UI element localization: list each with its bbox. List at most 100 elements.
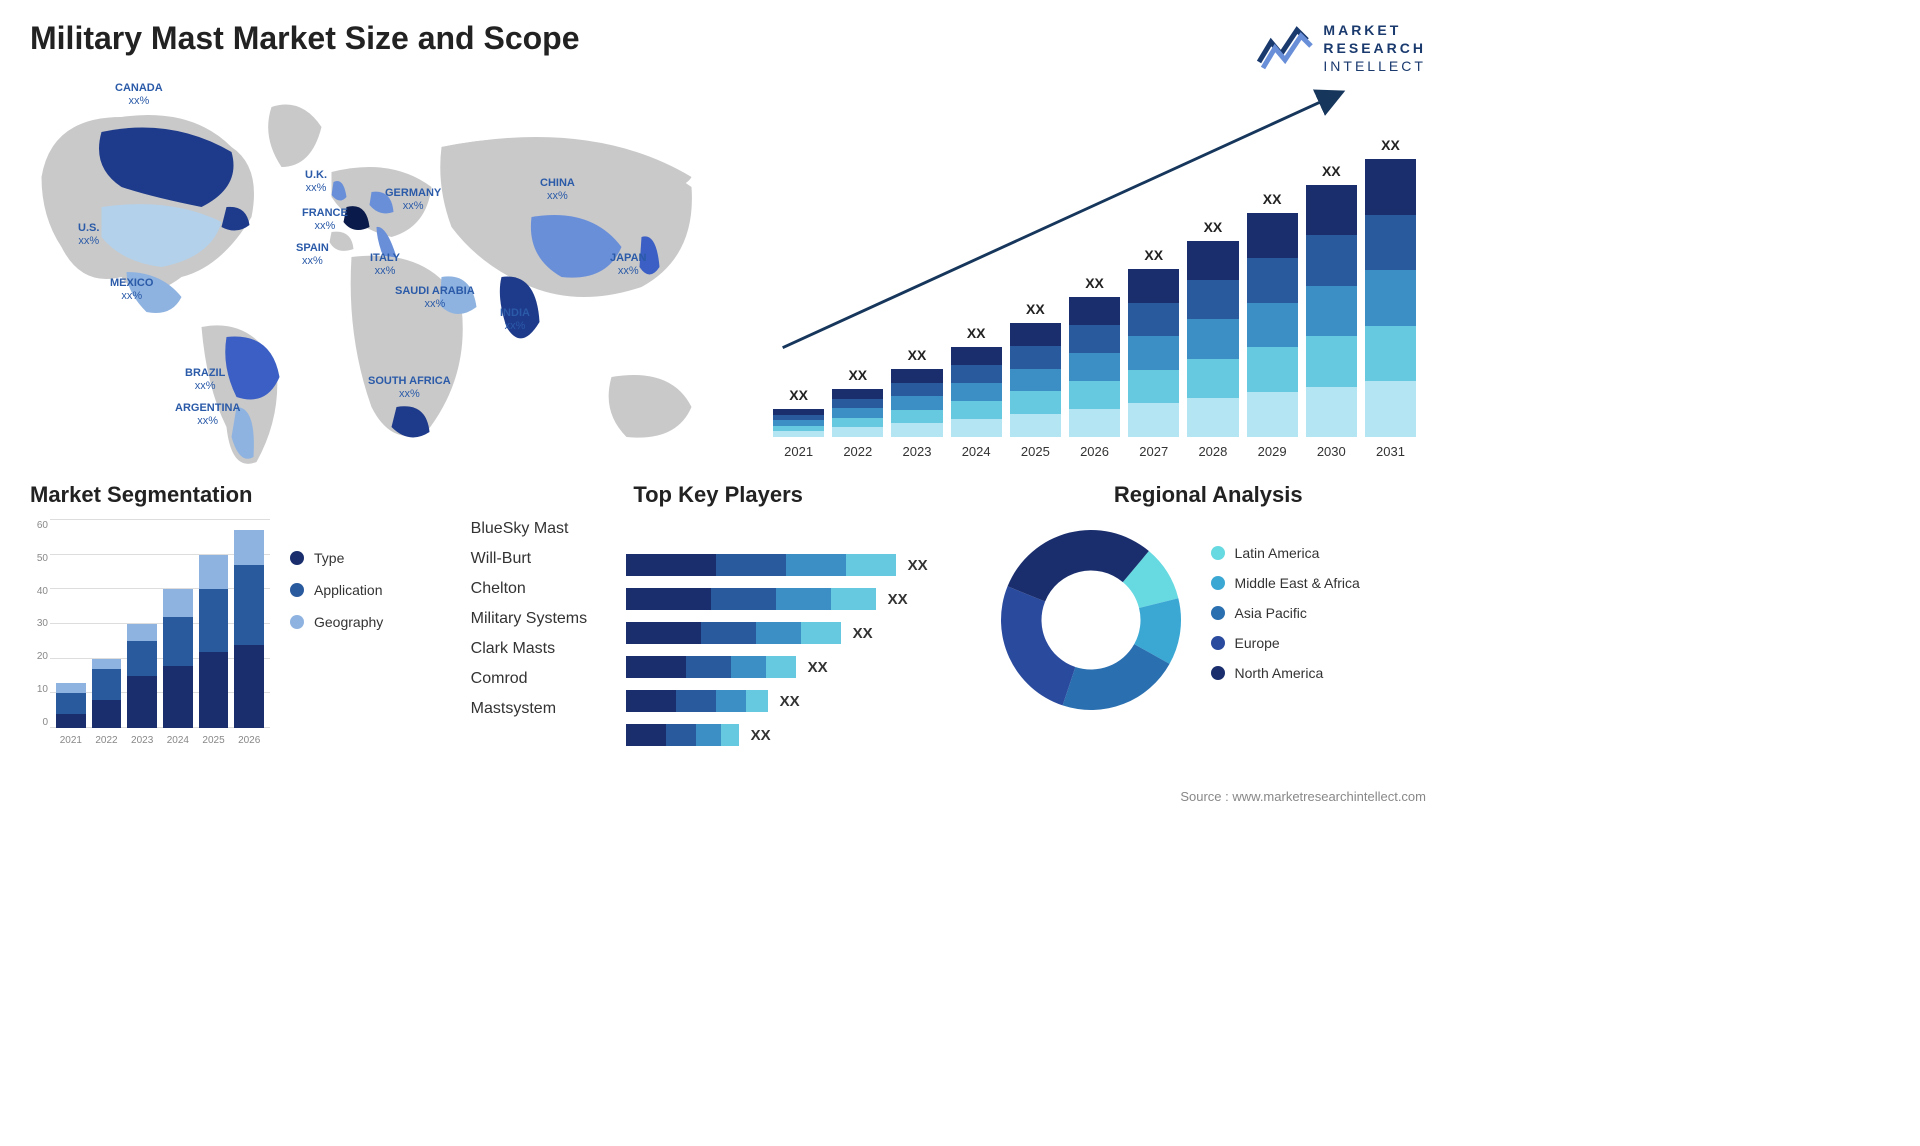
- seg-bar: 2021: [56, 683, 86, 728]
- seg-bar: 2024: [163, 589, 193, 728]
- legend-label: Europe: [1235, 635, 1280, 651]
- map-country-label: CANADAxx%: [115, 82, 163, 108]
- legend-label: Geography: [314, 614, 383, 630]
- player-name: Military Systems: [471, 610, 611, 628]
- growth-bar-year: 2021: [784, 444, 813, 459]
- seg-ytick: 10: [24, 684, 48, 695]
- regional-title: Regional Analysis: [991, 482, 1426, 508]
- legend-dot-icon: [290, 583, 304, 597]
- legend-dot-icon: [290, 551, 304, 565]
- seg-bar-year: 2026: [238, 735, 260, 746]
- logo-text: MARKET RESEARCH INTELLECT: [1323, 21, 1426, 76]
- growth-bar-year: 2023: [903, 444, 932, 459]
- growth-bar-value: XX: [1085, 275, 1104, 291]
- seg-bar-year: 2023: [131, 735, 153, 746]
- map-country-label: U.S.xx%: [78, 222, 99, 248]
- seg-legend-item: Geography: [290, 614, 383, 630]
- regional-legend: Latin America Middle East & Africa Asia Pa…: [1211, 545, 1360, 695]
- growth-bar-value: XX: [1026, 301, 1045, 317]
- growth-bar: 2021XX: [773, 409, 824, 437]
- player-name: Clark Masts: [471, 640, 611, 658]
- regional-legend-item: North America: [1211, 665, 1360, 681]
- donut-slice: [1007, 530, 1148, 601]
- player-name: Will-Burt: [471, 550, 611, 568]
- segmentation-chart: 0102030405060 202120222023202420252026: [30, 520, 270, 750]
- regional-legend-item: Europe: [1211, 635, 1360, 651]
- legend-label: Asia Pacific: [1235, 605, 1307, 621]
- player-bar-row: [626, 520, 966, 542]
- growth-bar-value: XX: [789, 387, 808, 403]
- map-country-label: SAUDI ARABIAxx%: [395, 285, 475, 311]
- logo-mark-icon: [1257, 20, 1313, 76]
- player-bar: [626, 656, 796, 678]
- map-country-label: ITALYxx%: [370, 252, 400, 278]
- growth-bar: 2031XX: [1365, 159, 1416, 437]
- growth-bar: 2030XX: [1306, 185, 1357, 437]
- player-value: XX: [888, 591, 908, 608]
- player-bar-row: XX: [626, 554, 966, 576]
- player-value: XX: [908, 557, 928, 574]
- map-country-label: BRAZILxx%: [185, 367, 225, 393]
- map-country-label: JAPANxx%: [610, 252, 646, 278]
- seg-legend-item: Type: [290, 550, 383, 566]
- donut-slice: [1001, 586, 1075, 705]
- seg-bar: 2026: [234, 530, 264, 728]
- seg-bar-year: 2024: [167, 735, 189, 746]
- player-bar: [626, 690, 768, 712]
- seg-bar-year: 2022: [95, 735, 117, 746]
- players-panel: Top Key Players BlueSky MastWill-BurtChe…: [471, 482, 966, 772]
- regional-legend-item: Middle East & Africa: [1211, 575, 1360, 591]
- regional-donut-chart: [991, 520, 1191, 720]
- seg-bar: 2023: [127, 624, 157, 728]
- seg-ytick: 20: [24, 651, 48, 662]
- seg-ytick: 30: [24, 618, 48, 629]
- player-name: Mastsystem: [471, 700, 611, 718]
- map-country-label: GERMANYxx%: [385, 187, 441, 213]
- growth-bar: 2024XX: [951, 347, 1002, 437]
- legend-dot-icon: [1211, 546, 1225, 560]
- legend-label: Application: [314, 582, 383, 598]
- growth-bar: 2023XX: [891, 369, 942, 437]
- player-bar-row: XX: [626, 690, 966, 712]
- growth-bar-value: XX: [1322, 163, 1341, 179]
- segmentation-panel: Market Segmentation 0102030405060 202120…: [30, 482, 446, 772]
- map-country-label: SOUTH AFRICAxx%: [368, 375, 451, 401]
- segmentation-legend: Type Application Geography: [290, 550, 383, 750]
- player-bar-row: XX: [626, 724, 966, 746]
- player-value: XX: [751, 727, 771, 744]
- growth-bar-year: 2028: [1198, 444, 1227, 459]
- growth-bar: 2022XX: [832, 389, 883, 437]
- player-bar: [626, 622, 841, 644]
- growth-bar-year: 2027: [1139, 444, 1168, 459]
- player-bar-row: XX: [626, 656, 966, 678]
- seg-legend-item: Application: [290, 582, 383, 598]
- brand-logo: MARKET RESEARCH INTELLECT: [1257, 20, 1426, 76]
- growth-bar-year: 2030: [1317, 444, 1346, 459]
- growth-bar-year: 2026: [1080, 444, 1109, 459]
- player-bar: [626, 554, 896, 576]
- growth-bar-value: XX: [1381, 137, 1400, 153]
- growth-bar-value: XX: [967, 325, 986, 341]
- growth-bar: 2028XX: [1187, 241, 1238, 437]
- seg-ytick: 40: [24, 586, 48, 597]
- growth-bar-year: 2022: [843, 444, 872, 459]
- legend-label: Type: [314, 550, 344, 566]
- player-name: Comrod: [471, 670, 611, 688]
- player-value: XX: [808, 659, 828, 676]
- player-bar: [626, 588, 876, 610]
- legend-label: Latin America: [1235, 545, 1320, 561]
- regional-legend-item: Asia Pacific: [1211, 605, 1360, 621]
- legend-dot-icon: [1211, 606, 1225, 620]
- map-country-label: CHINAxx%: [540, 177, 575, 203]
- growth-bar-value: XX: [1263, 191, 1282, 207]
- seg-ytick: 60: [24, 520, 48, 531]
- growth-bar-value: XX: [1204, 219, 1223, 235]
- map-country-label: FRANCExx%: [302, 207, 348, 233]
- seg-bar-year: 2021: [60, 735, 82, 746]
- growth-bar-value: XX: [848, 367, 867, 383]
- growth-bar: 2026XX: [1069, 297, 1120, 437]
- legend-label: Middle East & Africa: [1235, 575, 1360, 591]
- map-country-label: INDIAxx%: [500, 307, 530, 333]
- growth-bar-year: 2024: [962, 444, 991, 459]
- map-country-label: U.K.xx%: [305, 169, 327, 195]
